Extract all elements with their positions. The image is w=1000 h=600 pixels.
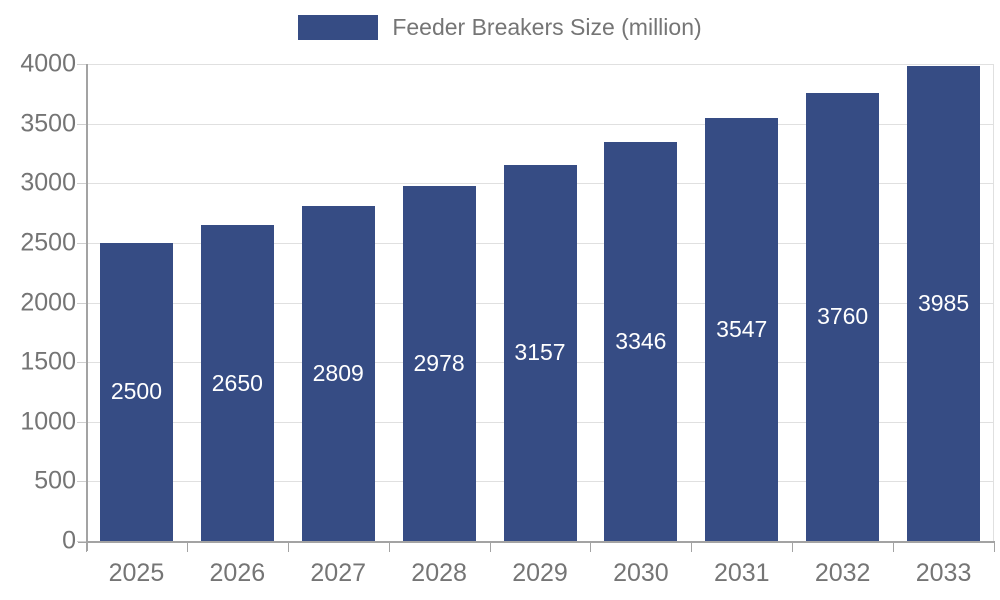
bar-2027[interactable]: 2809 xyxy=(301,206,375,541)
y-tick-label: 2500 xyxy=(20,228,76,257)
x-tick-label: 2028 xyxy=(411,559,467,587)
y-tick xyxy=(77,362,86,364)
bar-2026[interactable]: 2650 xyxy=(200,225,274,541)
y-tick xyxy=(77,242,86,244)
x-tick-label: 2032 xyxy=(814,559,871,587)
bar-value-label: 2978 xyxy=(413,349,465,376)
x-tick xyxy=(792,542,794,552)
y-tick xyxy=(77,421,86,423)
x-tick xyxy=(893,542,895,552)
y-tick-label: 2000 xyxy=(20,288,76,316)
x-tick xyxy=(86,542,87,552)
y-tick-label: 0 xyxy=(62,526,76,555)
y-tick xyxy=(77,183,86,185)
bar-2030[interactable]: 3346 xyxy=(604,142,678,541)
gridline xyxy=(86,123,994,125)
legend-swatch xyxy=(298,15,379,40)
bar-value-label: 2809 xyxy=(312,360,364,387)
bar-2028[interactable]: 2978 xyxy=(402,185,476,541)
bar-value-label: 3985 xyxy=(917,289,970,316)
bar-value-label: 3547 xyxy=(716,316,768,343)
bar-value-label: 2650 xyxy=(211,369,263,396)
x-tick-label: 2025 xyxy=(108,559,165,587)
x-tick xyxy=(489,542,491,552)
y-tick xyxy=(77,123,86,125)
x-tick xyxy=(287,542,289,552)
y-tick-label: 1000 xyxy=(20,407,76,436)
y-tick xyxy=(77,64,86,65)
bar-value-label: 3760 xyxy=(817,303,869,330)
y-tick-label: 3000 xyxy=(20,168,76,197)
y-axis-line xyxy=(86,64,88,551)
x-tick xyxy=(994,542,995,552)
y-tick-label: 3500 xyxy=(20,109,76,138)
y-tick xyxy=(77,541,86,542)
bar-value-label: 2500 xyxy=(110,378,163,405)
bar-2025[interactable]: 2500 xyxy=(99,242,173,541)
y-tick-label: 1500 xyxy=(20,347,76,376)
legend-label: Feeder Breakers Size (million) xyxy=(392,14,702,40)
x-tick xyxy=(388,542,390,552)
bar-2031[interactable]: 3547 xyxy=(705,118,779,541)
x-tick-label: 2029 xyxy=(512,559,568,587)
x-tick xyxy=(186,542,188,552)
y-tick xyxy=(77,481,86,483)
plot-area: 2500 2650 2809 2978 3157 3346 3547 3760 3985 xyxy=(86,64,994,541)
x-tick-label: 2027 xyxy=(310,559,367,587)
bar-value-label: 3157 xyxy=(514,339,566,366)
y-tick-label: 4000 xyxy=(20,49,76,78)
x-tick-label: 2031 xyxy=(713,559,770,587)
x-axis-line xyxy=(78,541,995,543)
y-tick-label: 500 xyxy=(34,466,76,495)
bar-2029[interactable]: 3157 xyxy=(503,164,577,541)
bar-2032[interactable]: 3760 xyxy=(806,92,880,541)
x-tick-label: 2026 xyxy=(209,559,266,587)
x-tick-label: 2033 xyxy=(915,559,972,587)
x-tick xyxy=(691,542,693,552)
x-tick-label: 2030 xyxy=(613,559,669,587)
bar-2033[interactable]: 3985 xyxy=(907,65,981,541)
x-tick xyxy=(590,542,592,552)
bar-value-label: 3346 xyxy=(615,328,667,354)
gridline xyxy=(86,64,994,65)
y-tick xyxy=(77,302,86,304)
legend[interactable]: Feeder Breakers Size (million) xyxy=(0,14,1000,41)
